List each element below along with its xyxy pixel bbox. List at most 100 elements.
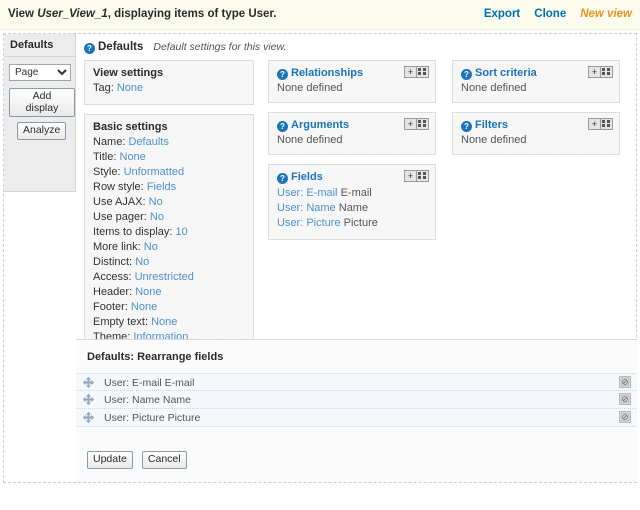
basic-row-distinct: Distinct: No [93, 255, 245, 270]
remove-field-icon[interactable] [619, 376, 631, 388]
add-display-button[interactable]: Add display [9, 88, 75, 118]
row-value-link[interactable]: None [119, 151, 146, 163]
arguments-title[interactable]: ? Arguments [277, 119, 427, 132]
row-label: Use AJAX: [93, 196, 146, 208]
remove-field-icon[interactable] [619, 393, 631, 405]
row-value-link[interactable]: Unformatted [123, 166, 185, 178]
row-label: Use pager: [93, 211, 147, 223]
row-value-link[interactable]: 10 [175, 226, 188, 238]
display-settings-area: ? Defaults Default settings for this view.… [76, 34, 637, 354]
row-value-link[interactable]: No [148, 196, 163, 208]
help-icon[interactable]: ? [461, 69, 472, 80]
rearrange-icon[interactable] [416, 170, 429, 182]
settings-column-right: + ? Sort criteria None defined + ? Filters… [452, 60, 620, 164]
settings-column-left: View settings Tag: None Basic settings N… [84, 60, 254, 363]
basic-row-title: Title: None [93, 150, 245, 165]
row-value-link[interactable]: Fields [146, 181, 177, 193]
arguments-title-text: Arguments [291, 119, 350, 131]
analyze-button[interactable]: Analyze [17, 122, 67, 140]
rearrange-icon[interactable] [416, 66, 429, 78]
rearrange-row[interactable]: User: Picture Picture [76, 409, 637, 427]
relationships-title[interactable]: ? Relationships [277, 67, 427, 80]
view-settings-row-tag: Tag: None [93, 81, 245, 96]
filters-tools: + [588, 118, 613, 130]
views-edit-container: Defaults Page Add display Analyze ? Defau… [3, 33, 637, 483]
row-label: Name: [93, 136, 126, 148]
row-value-link[interactable]: None [135, 286, 162, 298]
settings-column-middle: + ? Relationships None defined + ? Argumen… [268, 60, 436, 249]
remove-field-icon[interactable] [619, 411, 631, 423]
field-link[interactable]: User: E-mail [277, 187, 338, 199]
basic-row-footer: Footer: None [93, 300, 245, 315]
rearrange-row-label: User: E-mail E-mail [104, 377, 195, 389]
row-label: Empty text: [93, 316, 149, 328]
view-settings-box: View settings Tag: None [84, 60, 254, 105]
basic-row-name: Name: Defaults [93, 135, 245, 150]
fields-tools: + [404, 170, 429, 182]
field-row-name: User: Name Name [277, 201, 427, 216]
row-value-link[interactable]: None [130, 301, 158, 313]
settings-header-description: Default settings for this view. [153, 41, 287, 53]
row-value-link[interactable]: None [151, 316, 178, 328]
sort-criteria-title[interactable]: ? Sort criteria [461, 67, 611, 80]
rearrange-icon[interactable] [600, 118, 613, 130]
help-icon[interactable]: ? [461, 121, 472, 132]
drag-handle-icon[interactable] [82, 376, 95, 389]
header-actions: Export Clone New view [470, 8, 632, 20]
rearrange-actions: Update Cancel [87, 451, 193, 469]
view-settings-title: View settings [93, 67, 164, 79]
display-type-select[interactable]: Page [9, 64, 71, 81]
field-row-email: User: E-mail E-mail [277, 186, 427, 201]
arguments-tools: + [404, 118, 429, 130]
field-link[interactable]: User: Picture [277, 217, 341, 229]
settings-header-name: Defaults [98, 41, 144, 53]
page-title: View User_View_1, displaying items of ty… [8, 8, 276, 20]
basic-settings-title: Basic settings [93, 121, 168, 133]
relationships-title-text: Relationships [291, 67, 364, 79]
row-value-link[interactable]: No [135, 256, 150, 268]
export-link[interactable]: Export [483, 8, 521, 20]
row-label: Items to display: [93, 226, 173, 238]
filters-box: + ? Filters None defined [452, 112, 620, 155]
row-value-link[interactable]: No [143, 241, 158, 253]
drag-handle-icon[interactable] [82, 393, 95, 406]
help-icon[interactable]: ? [84, 43, 95, 54]
update-button[interactable]: Update [87, 451, 133, 469]
filters-title[interactable]: ? Filters [461, 119, 611, 132]
rearrange-icon[interactable] [416, 118, 429, 130]
rearrange-row-label: User: Picture Picture [104, 412, 201, 424]
settings-header: ? Defaults Default settings for this view. [84, 41, 286, 54]
fields-title-text: Fields [291, 171, 323, 183]
row-label: Tag: [93, 82, 114, 94]
relationships-empty: None defined [277, 82, 343, 94]
clone-link[interactable]: Clone [534, 8, 567, 20]
help-icon[interactable]: ? [277, 69, 288, 80]
field-link[interactable]: User: Name [277, 202, 336, 214]
new-view-link[interactable]: New view [580, 8, 632, 20]
cancel-button[interactable]: Cancel [141, 451, 187, 469]
relationships-tools: + [404, 66, 429, 78]
fields-title[interactable]: ? Fields [277, 171, 427, 184]
row-value-link[interactable]: No [149, 211, 164, 223]
row-label: Access: [93, 271, 132, 283]
drag-handle-icon[interactable] [82, 411, 95, 424]
filters-empty: None defined [461, 134, 527, 146]
basic-row-row-style: Row style: Fields [93, 180, 245, 195]
arguments-empty: None defined [277, 134, 343, 146]
sidebar-divider [4, 56, 76, 57]
help-icon[interactable]: ? [277, 121, 288, 132]
rearrange-row[interactable]: User: E-mail E-mail [76, 373, 637, 391]
rearrange-row[interactable]: User: Name Name [76, 391, 637, 409]
row-value-link[interactable]: Unrestricted [134, 271, 194, 283]
sort-criteria-empty: None defined [461, 82, 527, 94]
page-header-bar: View User_View_1, displaying items of ty… [0, 0, 640, 30]
basic-row-use-ajax: Use AJAX: No [93, 195, 245, 210]
rearrange-fields-panel: Defaults: Rearrange fields User: E-mail … [76, 339, 637, 482]
row-value-link[interactable]: Defaults [128, 136, 169, 148]
page-title-suffix: , displaying items of type User. [107, 8, 277, 20]
rearrange-icon[interactable] [600, 66, 613, 78]
view-name: User_View_1 [37, 8, 108, 20]
row-label: Row style: [93, 181, 144, 193]
help-icon[interactable]: ? [277, 173, 288, 184]
row-value-link[interactable]: None [116, 82, 144, 94]
